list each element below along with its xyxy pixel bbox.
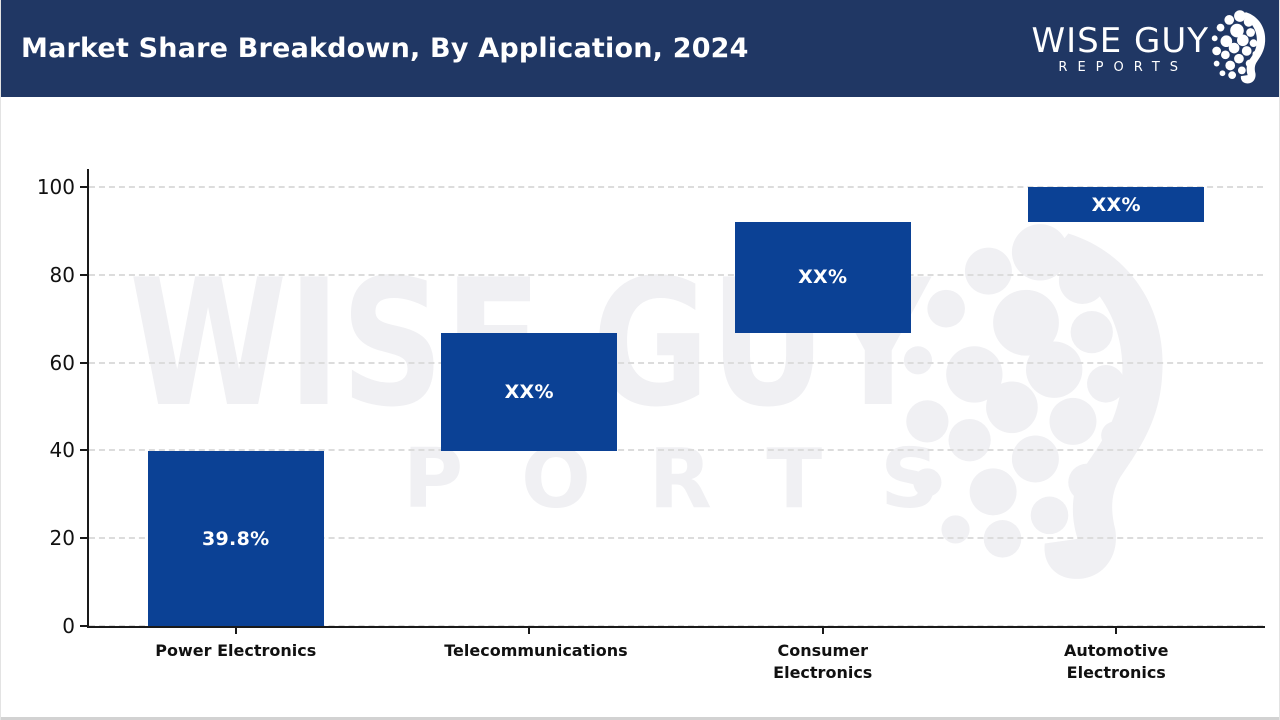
- category-label-automotive-electronics: Automotive Electronics: [1064, 641, 1169, 682]
- bar-value-label: 39.8%: [202, 527, 270, 550]
- plot-area: 39.8% XX% XX% XX%: [89, 186, 1263, 627]
- bar-value-label: XX%: [1091, 193, 1141, 216]
- y-tick-label-60: 60: [49, 350, 75, 375]
- page-title: Market Share Breakdown, By Application, …: [21, 33, 749, 64]
- bar-value-label: XX%: [504, 381, 554, 404]
- y-tick-label-80: 80: [49, 262, 75, 287]
- bar-consumer-electronics: XX%: [734, 222, 911, 333]
- x-axis-line: [87, 626, 1265, 628]
- y-axis-line: [87, 169, 89, 628]
- bar-value-label: XX%: [798, 266, 848, 289]
- gridline-60: [89, 361, 1263, 364]
- y-tick-label-40: 40: [49, 438, 75, 463]
- y-tick-mark-100: [80, 186, 87, 188]
- wise-guy-reports-logo: WISE GUY REPORTS: [1031, 9, 1279, 89]
- y-tick-mark-60: [80, 361, 87, 364]
- header-band: Market Share Breakdown, By Application, …: [1, 0, 1279, 97]
- x-tick-mark-2: [528, 628, 531, 634]
- dotted-head-profile-icon: [1211, 9, 1266, 83]
- x-tick-mark-1: [234, 628, 237, 634]
- bar-automotive-electronics: XX%: [1028, 187, 1205, 223]
- bar-power-electronics: 39.8%: [147, 451, 324, 626]
- y-tick-mark-40: [80, 449, 87, 452]
- y-tick-mark-0: [80, 625, 87, 627]
- x-tick-mark-3: [821, 628, 824, 634]
- bottom-border: [1, 717, 1279, 720]
- category-label-telecommunications: Telecommunications: [444, 641, 628, 660]
- gridline-20: [89, 537, 1263, 540]
- y-tick-label-0: 0: [62, 614, 75, 638]
- y-tick-mark-80: [80, 273, 87, 276]
- y-tick-mark-20: [80, 537, 87, 540]
- logo-text: WISE GUY REPORTS: [1031, 24, 1209, 74]
- y-tick-label-100: 100: [36, 175, 75, 199]
- bar-telecommunications: XX%: [441, 332, 618, 452]
- x-tick-mark-4: [1115, 628, 1118, 634]
- logo-subtitle: REPORTS: [1058, 59, 1189, 75]
- gridline-40: [89, 449, 1263, 452]
- gridline-100: [89, 186, 1263, 188]
- gridline-80: [89, 273, 1263, 276]
- y-tick-label-20: 20: [49, 526, 75, 551]
- category-label-consumer-electronics: Consumer Electronics: [773, 641, 873, 682]
- logo-wordmark: WISE GUY: [1031, 20, 1209, 61]
- category-label-power-electronics: Power Electronics: [155, 641, 317, 660]
- chart-area: WISE GUY PORTS 39.8% XX% XX% XX% 0 20 40 60 80 1…: [1, 97, 1279, 720]
